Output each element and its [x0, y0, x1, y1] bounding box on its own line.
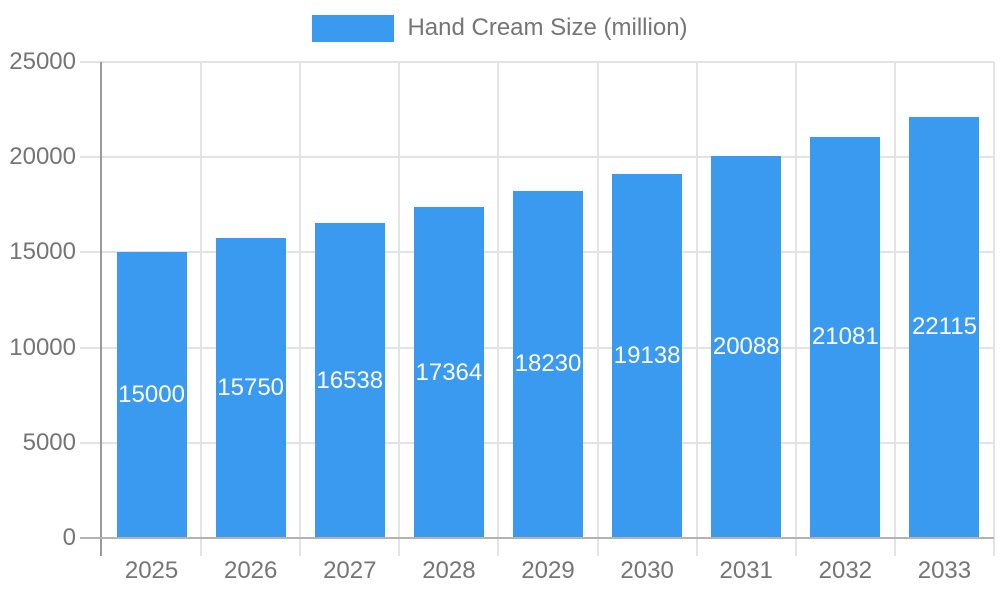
- x-tick-label: 2031: [719, 557, 773, 584]
- bar-value-label: 15000: [118, 381, 185, 409]
- bar-value-label: 15750: [217, 374, 285, 402]
- x-gridline: [200, 62, 203, 556]
- y-gridline: [80, 156, 994, 159]
- bar-2027[interactable]: 16538: [314, 223, 385, 538]
- y-tick-label: 25000: [9, 48, 76, 75]
- bar-2033[interactable]: 22115: [909, 116, 980, 538]
- x-gridline: [398, 62, 401, 556]
- y-axis-line: [100, 62, 102, 556]
- x-axis-line: [80, 537, 994, 539]
- y-tick-label: 0: [62, 524, 76, 551]
- y-tick-label: 15000: [9, 238, 76, 266]
- x-tick-label: 2030: [620, 557, 674, 584]
- bar-2029[interactable]: 18230: [513, 190, 583, 538]
- bar-value-label: 18230: [514, 350, 582, 378]
- y-tick-label: 10000: [9, 333, 76, 361]
- x-gridline: [299, 62, 302, 556]
- x-gridline: [993, 62, 995, 556]
- x-gridline: [596, 62, 599, 556]
- bar-value-label: 20088: [712, 332, 780, 360]
- bar-2031[interactable]: 20088: [711, 155, 782, 538]
- x-gridline: [893, 62, 896, 556]
- bar-value-label: 21081: [811, 323, 879, 351]
- bar-value-label: 17364: [415, 358, 483, 386]
- x-tick-label: 2026: [223, 557, 278, 584]
- x-gridline: [497, 62, 500, 556]
- bar-2025[interactable]: 15000: [116, 252, 187, 538]
- legend-swatch-icon: [312, 14, 395, 42]
- x-tick-label: 2027: [323, 557, 377, 584]
- x-tick-label: 2033: [917, 557, 972, 584]
- y-tick-label: 20000: [9, 143, 76, 171]
- legend-item[interactable]: Hand Cream Size (million): [312, 14, 688, 42]
- bar-value-label: 19138: [613, 341, 681, 369]
- bar-2026[interactable]: 15750: [215, 238, 286, 538]
- x-tick-label: 2029: [521, 557, 575, 584]
- bar-2032[interactable]: 21081: [810, 136, 881, 538]
- bar-value-label: 16538: [316, 366, 384, 394]
- legend-label: Hand Cream Size (million): [407, 14, 688, 41]
- x-tick-label: 2025: [124, 557, 179, 584]
- bar-2028[interactable]: 17364: [413, 207, 484, 538]
- y-gridline: [80, 61, 994, 63]
- x-tick-label: 2028: [422, 557, 476, 584]
- x-gridline: [794, 62, 797, 556]
- x-gridline: [695, 62, 698, 556]
- y-tick-label: 5000: [22, 428, 76, 456]
- legend: Hand Cream Size (million): [0, 14, 1000, 42]
- x-tick-label: 2032: [818, 557, 873, 584]
- bar-value-label: 22115: [911, 313, 977, 341]
- bar-2030[interactable]: 19138: [612, 173, 683, 538]
